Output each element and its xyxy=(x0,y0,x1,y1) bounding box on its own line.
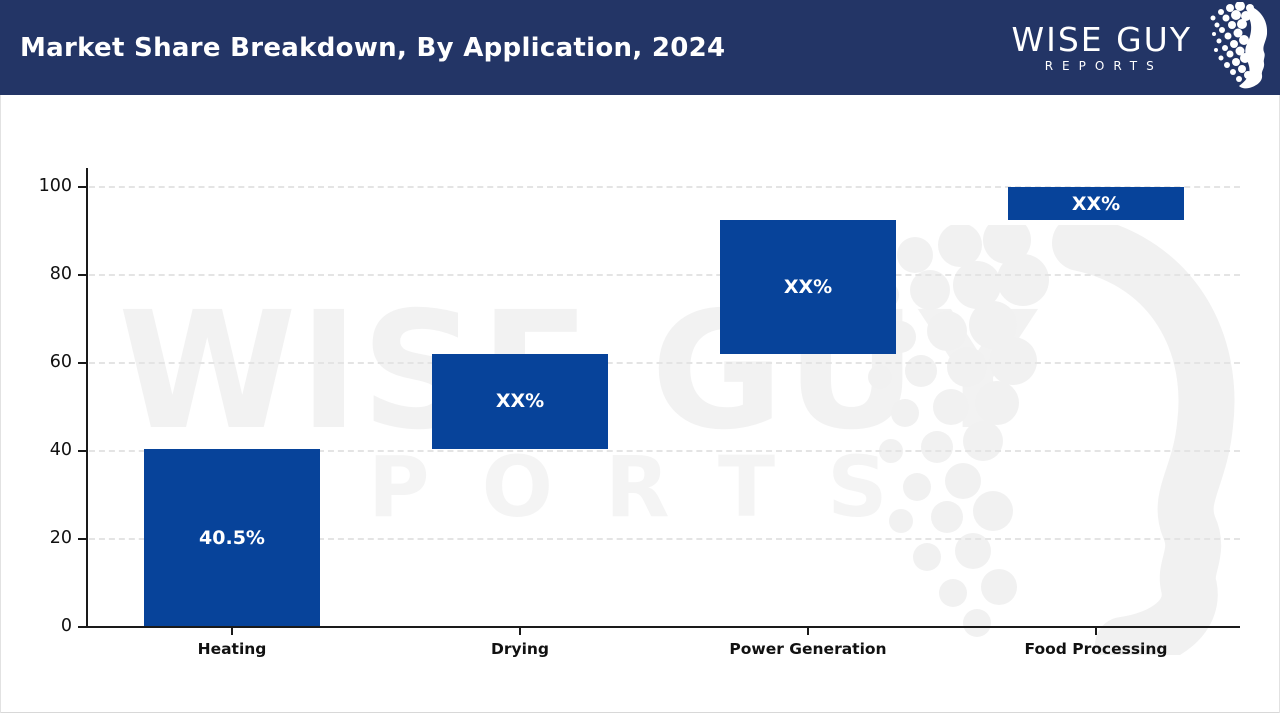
x-tick-label: Drying xyxy=(490,640,550,658)
brand-logo-text: WISE GUY REPORTS xyxy=(1011,23,1192,72)
y-tick-label: 40 xyxy=(49,440,72,460)
header-bar: Market Share Breakdown, By Application, … xyxy=(0,0,1280,95)
gridline xyxy=(89,538,1240,540)
x-tick-label: Food Processing xyxy=(1024,640,1168,658)
bar-value-label: XX% xyxy=(1071,192,1121,215)
x-axis-line xyxy=(86,626,1240,628)
bar-power-generation: XX% xyxy=(720,220,896,355)
gridline xyxy=(89,362,1240,364)
y-tick-label: 60 xyxy=(49,352,72,372)
y-axis-tick xyxy=(78,186,87,188)
page-title: Market Share Breakdown, By Application, … xyxy=(20,32,726,63)
gridline xyxy=(89,186,1240,188)
logo-dotted-face-icon xyxy=(1192,0,1270,94)
y-tick-label: 100 xyxy=(38,176,72,196)
y-axis-tick xyxy=(78,538,87,540)
x-axis-tick xyxy=(231,628,233,635)
y-tick-label: 80 xyxy=(49,264,72,284)
x-tick-label: Power Generation xyxy=(729,640,887,658)
y-axis-tick xyxy=(78,626,87,628)
bar-drying: XX% xyxy=(432,354,608,449)
y-axis-tick xyxy=(78,362,87,364)
x-axis-tick xyxy=(807,628,809,635)
gridline xyxy=(89,274,1240,276)
x-tick-label: Heating xyxy=(197,640,267,658)
y-tick-label: 0 xyxy=(60,616,72,636)
bar-value-label: XX% xyxy=(495,390,545,413)
x-axis-tick xyxy=(1095,628,1097,635)
watermark-text-2: PORTS xyxy=(368,438,940,536)
x-axis-tick xyxy=(519,628,521,635)
y-tick-label: 20 xyxy=(49,528,72,548)
bar-food-processing: XX% xyxy=(1008,187,1184,220)
bar-heating: 40.5% xyxy=(144,448,320,627)
gridline xyxy=(89,450,1240,452)
figure-border xyxy=(0,712,1280,713)
brand-logo: WISE GUY REPORTS xyxy=(1011,0,1270,94)
y-axis-line xyxy=(86,168,88,628)
y-axis-tick xyxy=(78,274,87,276)
bar-value-label: XX% xyxy=(783,276,833,299)
figure-border-left xyxy=(0,95,1,713)
brand-subname: REPORTS xyxy=(1044,59,1163,73)
bar-value-label: 40.5% xyxy=(199,526,265,549)
brand-name: WISE GUY xyxy=(1011,20,1192,59)
y-axis-tick xyxy=(78,450,87,452)
watermark-dotted-face-icon xyxy=(855,215,1245,673)
